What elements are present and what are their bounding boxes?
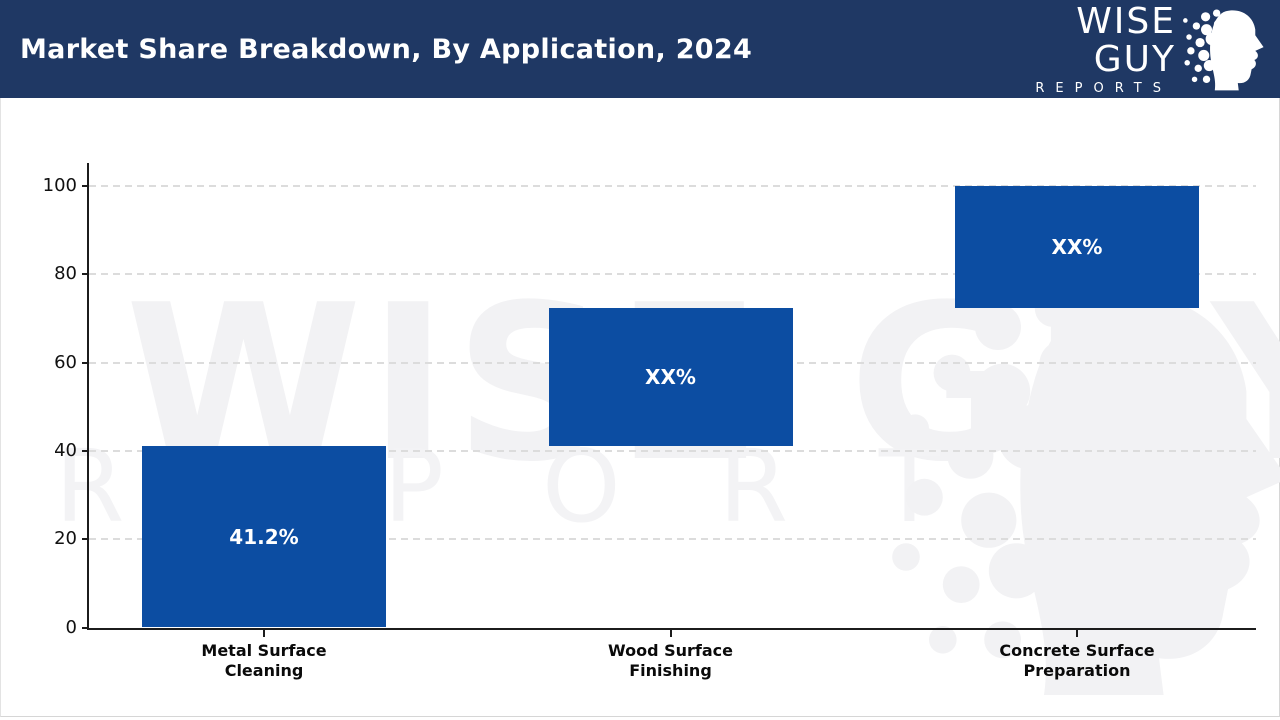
gridline-80 [89,273,1256,276]
y-tick-label-80: 80 [54,263,77,285]
y-tick-label-0: 0 [65,616,77,638]
x-category-label-line: Finishing [629,660,712,680]
x-category-label-3: Concrete Surface Preparation [947,641,1207,681]
header-bar: Market Share Breakdown, By Application, … [0,0,1280,98]
x-axis-line [87,627,1256,630]
bar-value-label-3: XX% [1051,235,1103,260]
bar-segment-3: XX% [955,186,1199,309]
y-tick-mark-20 [82,538,89,541]
brand-logo: WISE GUY REPORTS [1005,2,1270,96]
brand-head-icon [1183,9,1264,91]
bar-segment-2: XX% [548,308,793,446]
y-tick-mark-60 [82,361,89,364]
y-axis-line [87,163,89,630]
y-tick-label-20: 20 [54,528,77,550]
bar-value-label-1: 41.2% [229,524,299,549]
brand-name: WISE GUY [1076,0,1176,80]
bar-value-label-2: XX% [645,364,696,389]
x-category-label-line: Concrete Surface [999,640,1155,660]
y-tick-mark-40 [82,449,89,452]
y-tick-mark-80 [82,273,89,276]
x-category-label-2: Wood Surface Finishing [541,641,801,681]
x-tick-mark-2 [669,628,672,637]
x-category-label-line: Cleaning [224,660,304,680]
x-category-label-line: Metal Surface [201,640,327,660]
gridline-100 [89,185,1256,187]
x-category-label-line: Preparation [1023,660,1131,680]
y-tick-mark-0 [82,626,89,629]
y-tick-label-60: 60 [54,351,77,373]
gridline-20 [89,538,1256,541]
x-tick-mark-1 [263,628,265,637]
gridline-40 [89,449,1256,452]
bar-segment-1: 41.2% [142,445,386,628]
y-tick-label-100: 100 [42,175,77,196]
x-category-label-1: Metal Surface Cleaning [134,641,394,681]
x-tick-mark-3 [1076,628,1078,637]
brand-subtitle: REPORTS [1035,80,1172,96]
page-title: Market Share Breakdown, By Application, … [20,33,753,65]
brand-logo-text: WISE GUY REPORTS [1005,0,1176,96]
y-tick-mark-100 [82,185,89,187]
x-category-label-line: Wood Surface [608,640,733,660]
y-tick-label-40: 40 [54,439,77,461]
